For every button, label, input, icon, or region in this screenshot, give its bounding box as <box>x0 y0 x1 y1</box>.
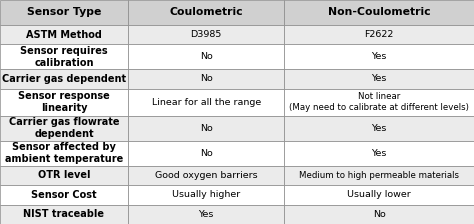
Bar <box>284 166 474 185</box>
Text: Medium to high permeable materials: Medium to high permeable materials <box>299 171 459 180</box>
Text: No: No <box>200 74 212 83</box>
Text: Usually higher: Usually higher <box>172 190 240 199</box>
Text: Usually lower: Usually lower <box>347 190 411 199</box>
Bar <box>0 89 128 116</box>
Text: D3985: D3985 <box>191 30 222 39</box>
Bar <box>128 141 284 166</box>
Text: ASTM Method: ASTM Method <box>26 30 102 40</box>
Text: Sensor response
linearity: Sensor response linearity <box>18 91 110 113</box>
Bar <box>284 141 474 166</box>
Bar <box>128 69 284 89</box>
Text: NIST traceable: NIST traceable <box>24 209 104 219</box>
Text: Coulometric: Coulometric <box>169 7 243 17</box>
Bar <box>284 0 474 25</box>
Bar <box>128 0 284 25</box>
Bar <box>128 116 284 141</box>
Text: F2622: F2622 <box>365 30 394 39</box>
Bar <box>0 44 128 69</box>
Text: No: No <box>373 210 385 219</box>
Bar <box>128 44 284 69</box>
Text: Sensor Cost: Sensor Cost <box>31 190 97 200</box>
Text: No: No <box>200 52 212 61</box>
Text: Carrier gas flowrate
dependent: Carrier gas flowrate dependent <box>9 117 119 139</box>
Text: Carrier gas dependent: Carrier gas dependent <box>2 74 126 84</box>
Text: Sensor affected by
ambient temperature: Sensor affected by ambient temperature <box>5 142 123 164</box>
Bar <box>0 25 128 44</box>
Bar <box>284 205 474 224</box>
Bar <box>128 205 284 224</box>
Text: Yes: Yes <box>372 149 387 158</box>
Bar <box>128 185 284 205</box>
Text: Linear for all the range: Linear for all the range <box>152 98 261 107</box>
Bar <box>0 69 128 89</box>
Text: Non-Coulometric: Non-Coulometric <box>328 7 430 17</box>
Text: Yes: Yes <box>372 74 387 83</box>
Bar <box>0 185 128 205</box>
Bar <box>128 25 284 44</box>
Bar <box>0 0 128 25</box>
Bar <box>284 44 474 69</box>
Bar <box>0 205 128 224</box>
Bar <box>284 185 474 205</box>
Bar <box>284 25 474 44</box>
Text: Yes: Yes <box>199 210 214 219</box>
Text: Sensor Type: Sensor Type <box>27 7 101 17</box>
Text: No: No <box>200 149 212 158</box>
Text: No: No <box>200 124 212 133</box>
Text: OTR level: OTR level <box>38 170 90 180</box>
Bar <box>284 116 474 141</box>
Text: Not linear
(May need to calibrate at different levels): Not linear (May need to calibrate at dif… <box>289 93 469 112</box>
Bar <box>0 116 128 141</box>
Text: Good oxygen barriers: Good oxygen barriers <box>155 171 257 180</box>
Bar <box>0 141 128 166</box>
Bar <box>128 166 284 185</box>
Text: Yes: Yes <box>372 124 387 133</box>
Bar <box>284 69 474 89</box>
Bar <box>0 166 128 185</box>
Bar <box>284 89 474 116</box>
Text: Sensor requires
calibration: Sensor requires calibration <box>20 46 108 68</box>
Text: Yes: Yes <box>372 52 387 61</box>
Bar <box>128 89 284 116</box>
